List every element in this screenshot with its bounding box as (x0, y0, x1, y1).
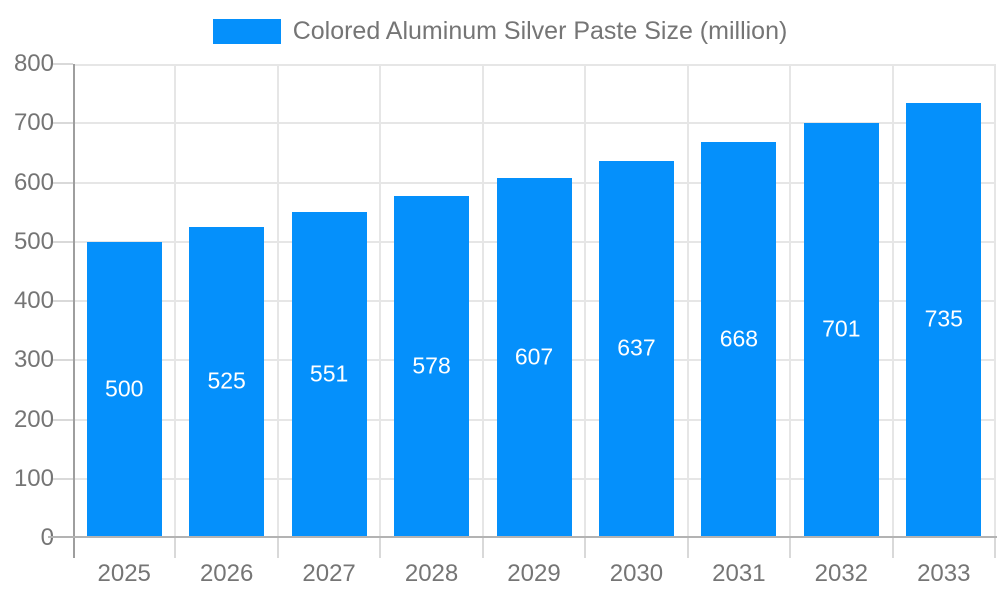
gridline-vertical (789, 64, 792, 538)
y-axis-label: 600 (13, 168, 54, 196)
bar[interactable]: 551 (291, 211, 367, 536)
y-axis-tick (53, 477, 73, 480)
y-axis-label: 800 (13, 50, 54, 77)
bar-value-label: 551 (309, 360, 349, 387)
x-axis-label: 2032 (814, 560, 869, 587)
y-axis-tick (53, 418, 73, 421)
gridline-vertical (891, 64, 894, 538)
y-axis-label: 400 (13, 287, 54, 314)
y-axis-label: 500 (13, 227, 54, 255)
y-axis-tick (53, 300, 73, 302)
gridline-vertical (686, 64, 689, 538)
chart-legend[interactable]: Colored Aluminum Silver Paste Size (mill… (0, 17, 1000, 46)
gridline-vertical (584, 64, 587, 538)
bar-value-label: 701 (822, 315, 861, 342)
gridline-vertical (994, 64, 996, 538)
x-axis-tick (584, 538, 587, 558)
gridline-vertical (379, 64, 382, 538)
x-axis-label: 2026 (199, 560, 254, 587)
bar-value-label: 607 (514, 343, 554, 370)
bar-value-label: 668 (719, 325, 759, 352)
x-axis-label: 2028 (404, 560, 459, 587)
x-axis-label: 2025 (97, 560, 151, 587)
x-axis-label: 2027 (302, 560, 356, 587)
legend-label: Colored Aluminum Silver Paste Size (mill… (292, 17, 788, 45)
x-axis-tick (174, 538, 177, 558)
y-axis-label: 300 (13, 346, 54, 374)
y-axis-tick (53, 122, 73, 125)
y-axis-tick (53, 181, 73, 184)
x-axis-tick (379, 538, 382, 558)
y-axis-tick (53, 240, 73, 243)
bar[interactable]: 607 (496, 178, 572, 536)
y-axis-label: 100 (13, 464, 54, 492)
x-axis-tick (686, 538, 689, 558)
gridline-vertical (481, 64, 484, 538)
x-axis-tick (891, 538, 894, 558)
bar-value-label: 637 (617, 334, 656, 361)
x-axis-line (48, 536, 997, 538)
gridline-horizontal (73, 64, 995, 66)
bar[interactable]: 500 (86, 241, 162, 536)
legend-swatch-icon (212, 19, 281, 44)
x-axis-label: 2030 (609, 560, 664, 587)
bar[interactable]: 735 (906, 102, 982, 536)
bar-value-label: 500 (105, 375, 144, 402)
x-axis-label: 2029 (507, 560, 561, 587)
y-axis-line (73, 64, 75, 558)
x-axis-label: 2033 (917, 560, 971, 587)
x-axis-tick (994, 538, 996, 558)
gridline-vertical (276, 64, 279, 538)
x-axis-tick (481, 538, 484, 558)
bar[interactable]: 525 (189, 226, 265, 536)
bar-value-label: 578 (412, 352, 451, 379)
bar[interactable]: 668 (701, 142, 777, 536)
bar-value-label: 525 (207, 367, 246, 394)
x-axis-label: 2031 (712, 560, 766, 587)
x-axis-tick (789, 538, 792, 558)
bar-value-label: 735 (924, 305, 963, 332)
y-axis-label: 0 (0, 525, 54, 551)
y-axis-tick (53, 359, 73, 362)
gridline-horizontal (73, 122, 995, 125)
bar[interactable]: 637 (598, 160, 674, 536)
plot-area: 0100200300400500600700800500202552520265… (14, 51, 997, 587)
y-axis-tick (53, 63, 73, 65)
y-axis-label: 200 (13, 405, 54, 433)
gridline-vertical (174, 64, 177, 538)
bar[interactable]: 701 (803, 122, 879, 536)
y-axis-label: 700 (13, 109, 54, 137)
x-axis-tick (276, 538, 279, 558)
bar[interactable]: 578 (394, 195, 470, 536)
